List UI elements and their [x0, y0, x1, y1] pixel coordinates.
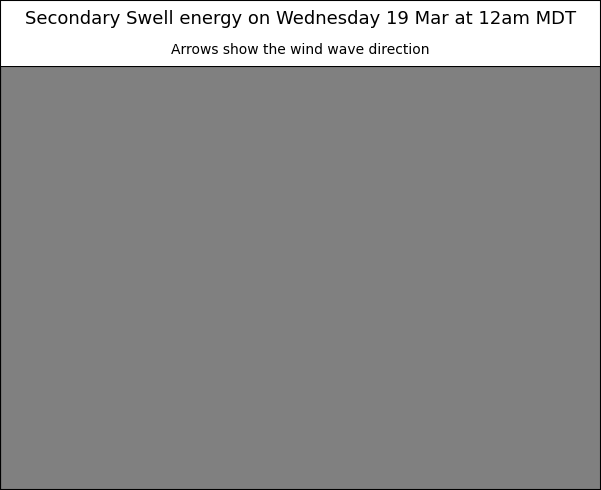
Text: Secondary Swell energy on Wednesday 19 Mar at 12am MDT: Secondary Swell energy on Wednesday 19 M… [25, 9, 576, 27]
Text: Arrows show the wind wave direction: Arrows show the wind wave direction [171, 43, 430, 57]
